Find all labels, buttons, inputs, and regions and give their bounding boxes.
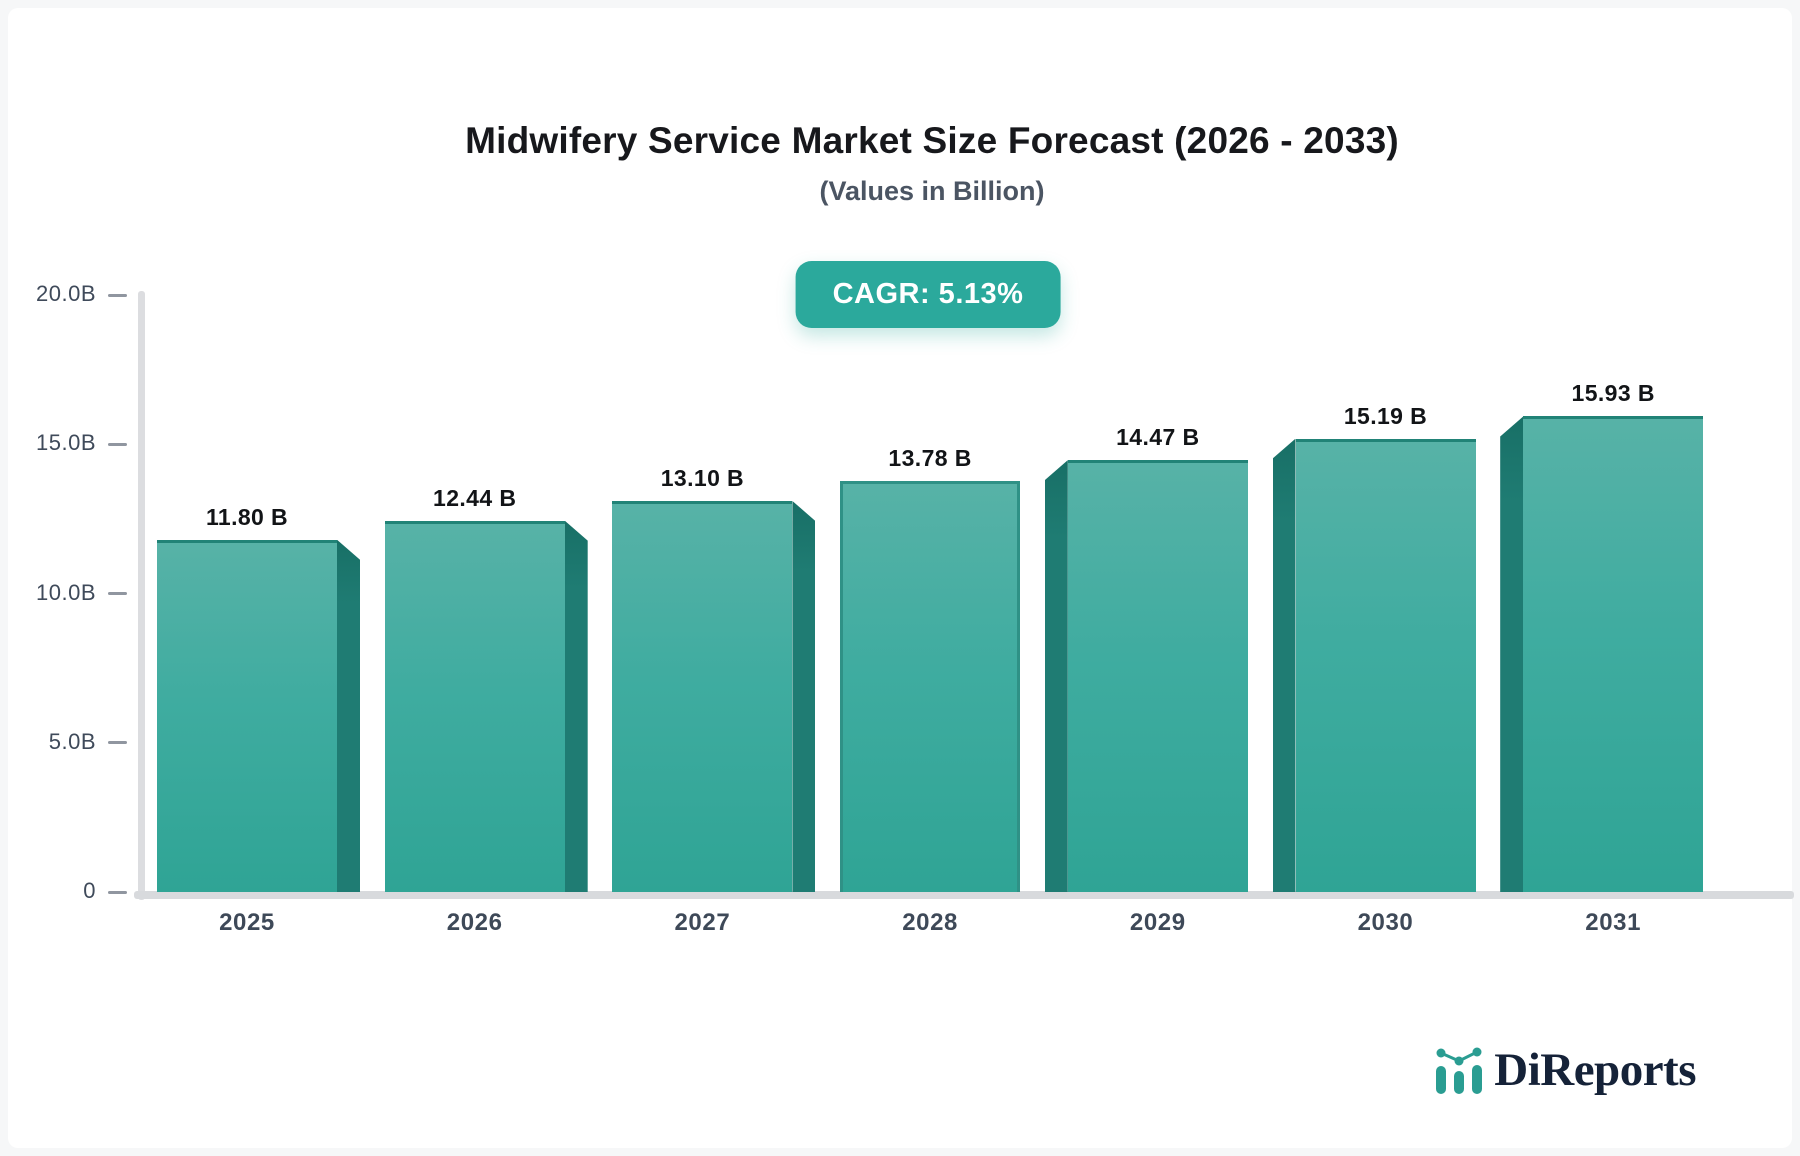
bar-value-label: 15.19 B: [1343, 402, 1428, 429]
x-axis-category-label: 2027: [674, 909, 731, 936]
y-axis-tick-label: 0: [83, 878, 96, 903]
x-axis-baseline: [134, 891, 1794, 899]
y-axis-tick: [108, 442, 127, 446]
bar-side-face: [1500, 416, 1524, 892]
chart-subtitle: (Values in Billion): [819, 176, 1045, 206]
x-axis-category-label: 2029: [1129, 909, 1186, 936]
x-axis-category-label: 2025: [219, 909, 275, 936]
logo-text: DiReports: [1494, 1044, 1696, 1096]
bar-value-label: 13.78 B: [888, 444, 972, 471]
y-axis-tick-label: 5.0B: [48, 728, 96, 754]
y-axis-tick: [108, 293, 127, 297]
mini-bar-line-chart-icon: [1434, 1044, 1486, 1101]
y-axis-line: [138, 291, 145, 900]
bar-2025[interactable]: [157, 539, 337, 892]
bar-side-face: [1044, 460, 1068, 892]
y-axis-tick: [108, 890, 127, 894]
bar-2031[interactable]: [1523, 416, 1704, 892]
direports-logo[interactable]: DiReports: [1434, 1044, 1696, 1101]
chart-card: Midwifery Service Market Size Forecast (…: [8, 8, 1794, 1148]
bar-value-label: 13.10 B: [660, 464, 745, 491]
x-axis-category-label: 2030: [1357, 909, 1414, 936]
bar-2029[interactable]: [1067, 460, 1248, 892]
bar-value-label: 15.93 B: [1571, 380, 1655, 407]
bar-value-label: 11.80 B: [205, 503, 289, 530]
bar-side-face: [564, 520, 588, 892]
bar-2030[interactable]: [1295, 438, 1476, 892]
chart-title: Midwifery Service Market Size Forecast (…: [465, 120, 1399, 161]
y-axis-tick-label: 20.0B: [36, 281, 96, 306]
bar-side-face: [792, 500, 816, 892]
bar-side-face: [337, 539, 360, 892]
y-axis-tick-label: 10.0B: [36, 579, 96, 605]
bar-2027[interactable]: [612, 500, 793, 892]
x-axis-category-label: 2031: [1585, 909, 1642, 936]
cagr-badge: CAGR: 5.13%: [795, 261, 1061, 328]
bar-2026[interactable]: [384, 520, 565, 892]
bar-2028[interactable]: [840, 480, 1021, 892]
bar-value-label: 12.44 B: [433, 484, 517, 511]
bar-side-face: [1272, 438, 1296, 892]
x-axis-category-label: 2028: [902, 909, 958, 936]
y-axis-tick: [108, 592, 127, 595]
y-axis-tick-label: 15.0B: [36, 430, 96, 456]
y-axis-tick: [108, 741, 127, 745]
x-axis-category-label: 2026: [446, 909, 503, 936]
bar-value-label: 14.47 B: [1116, 424, 1200, 451]
